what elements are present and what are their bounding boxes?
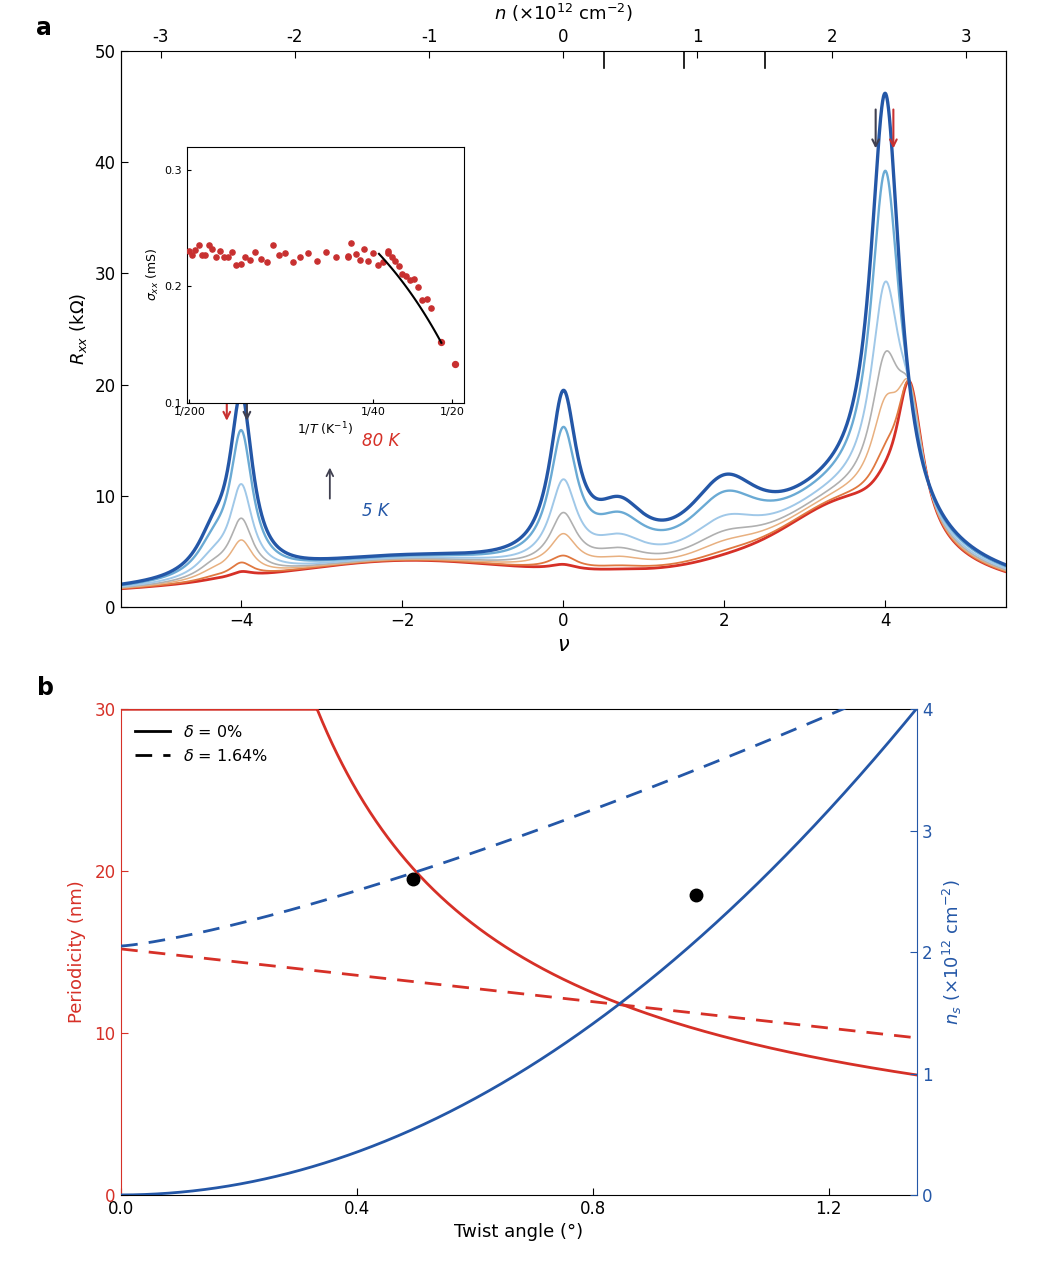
Point	[355, 239, 372, 259]
Point	[203, 239, 220, 259]
Point	[374, 252, 391, 272]
Point	[340, 247, 356, 267]
Point	[370, 256, 387, 276]
Point	[300, 243, 316, 263]
Point	[197, 245, 214, 266]
Point	[258, 252, 275, 272]
Point	[380, 242, 397, 262]
Y-axis label: Periodicity (nm): Periodicity (nm)	[68, 881, 86, 1024]
Point	[433, 332, 450, 353]
Point	[328, 247, 345, 267]
Point	[365, 243, 381, 263]
Point	[247, 242, 264, 262]
Point	[270, 245, 287, 266]
Point	[219, 247, 236, 267]
Point	[242, 249, 259, 270]
Point	[394, 263, 411, 284]
X-axis label: $n$ ($\times$10$^{12}$ cm$^{-2}$): $n$ ($\times$10$^{12}$ cm$^{-2}$)	[494, 1, 633, 24]
Point	[200, 234, 217, 254]
X-axis label: $1/T$ (K$^{-1}$): $1/T$ (K$^{-1}$)	[298, 420, 353, 438]
Point	[237, 247, 254, 267]
Point	[347, 244, 364, 265]
Point	[390, 256, 407, 276]
Point	[418, 289, 435, 309]
Text: 5 K: 5 K	[362, 502, 389, 520]
Point	[308, 250, 325, 271]
X-axis label: Twist angle (°): Twist angle (°)	[454, 1223, 584, 1241]
Point	[187, 240, 203, 261]
Point	[406, 268, 422, 289]
Y-axis label: $n_s$ ($\times$10$^{12}$ cm$^{-2}$): $n_s$ ($\times$10$^{12}$ cm$^{-2}$)	[941, 879, 964, 1025]
Point	[212, 240, 228, 261]
Point	[264, 235, 281, 256]
Point	[387, 250, 403, 271]
Point	[223, 243, 240, 263]
Point	[340, 245, 356, 266]
Point	[401, 270, 418, 290]
X-axis label: $\nu$: $\nu$	[556, 635, 570, 656]
Y-axis label: $\sigma_{xx}$ (mS): $\sigma_{xx}$ (mS)	[145, 248, 161, 302]
Point	[361, 250, 377, 271]
Point	[215, 247, 232, 267]
Point	[208, 247, 224, 267]
Point	[351, 249, 368, 270]
Point	[446, 354, 463, 374]
Y-axis label: $R_{xx}$ (k$\Omega$): $R_{xx}$ (k$\Omega$)	[68, 293, 89, 366]
Text: 80 K: 80 K	[362, 432, 399, 450]
Point	[343, 233, 359, 253]
Point	[181, 240, 198, 261]
Point	[184, 244, 201, 265]
Point	[410, 277, 427, 298]
Point	[233, 253, 249, 273]
Point	[190, 235, 206, 256]
Point	[414, 290, 431, 311]
Point	[384, 247, 400, 267]
Legend: $\delta$ = 0%, $\delta$ = 1.64%: $\delta$ = 0%, $\delta$ = 1.64%	[129, 717, 275, 771]
Point	[291, 247, 308, 267]
Point	[397, 266, 414, 286]
Point	[227, 254, 244, 275]
Point	[277, 243, 293, 263]
Point	[284, 252, 301, 272]
Point	[380, 243, 397, 263]
Point	[253, 249, 269, 270]
Point	[194, 245, 211, 266]
Point	[423, 298, 440, 318]
Point	[318, 242, 334, 262]
Text: b: b	[37, 676, 53, 699]
Text: a: a	[37, 17, 52, 40]
